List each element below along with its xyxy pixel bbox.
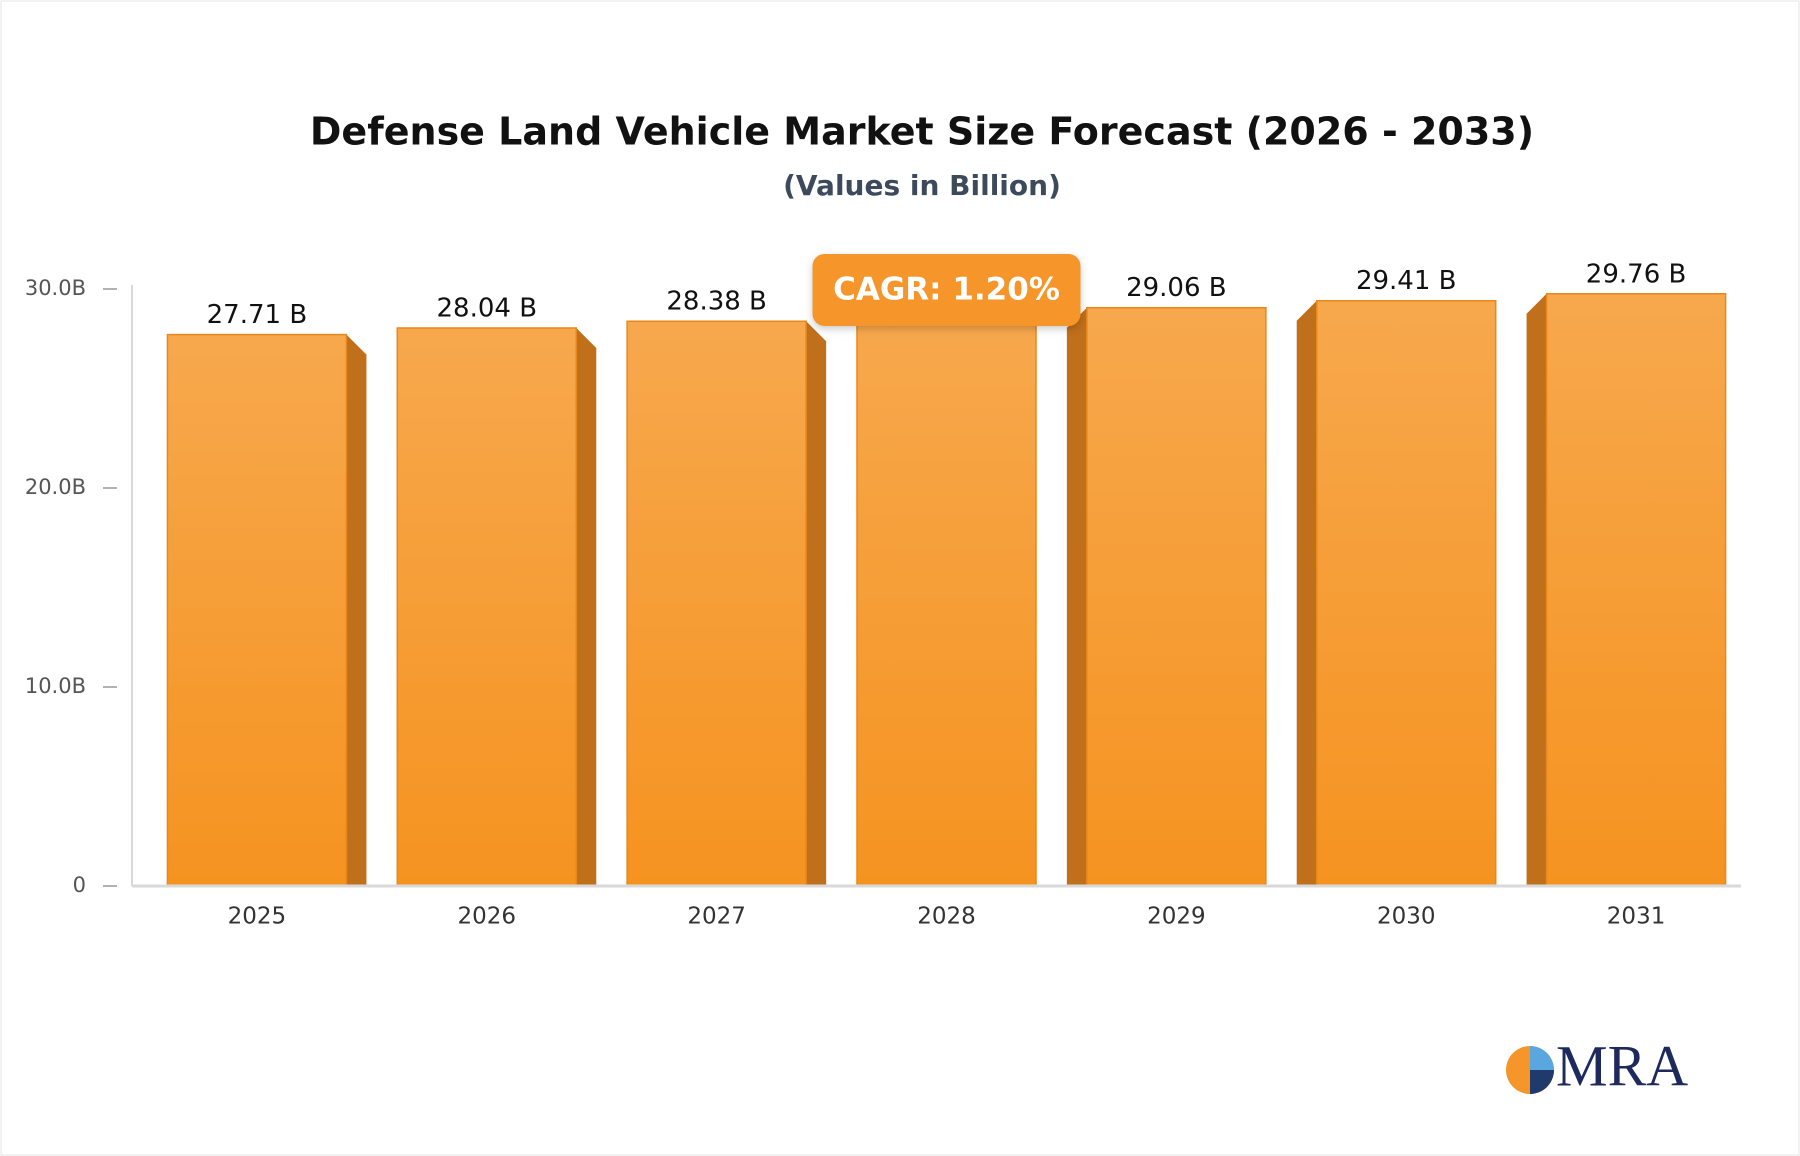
x-tick-label: 2029 (1147, 904, 1206, 930)
bar-side (1296, 300, 1317, 887)
logo-icon-part (1530, 1070, 1554, 1094)
x-tick-label: 2030 (1377, 904, 1436, 930)
value-label: 28.04 B (437, 294, 538, 324)
y-tick-label: 10.0B (25, 674, 86, 698)
value-label: 27.71 B (207, 300, 308, 330)
x-tick-label: 2026 (458, 904, 517, 930)
x-tick-label: 2025 (228, 904, 287, 930)
bar-side (806, 321, 827, 886)
value-label: 28.38 B (666, 287, 767, 317)
bar (1315, 299, 1497, 887)
bar-side (1526, 293, 1547, 886)
x-tick-label: 2028 (917, 904, 976, 930)
chart-title: Defense Land Vehicle Market Size Forecas… (310, 110, 1534, 154)
bar (166, 333, 348, 887)
annotation: CAGR: 1.20% (833, 272, 1060, 308)
bar (856, 313, 1037, 887)
y-tick-label: 30.0B (25, 276, 86, 300)
x-tick-label: 2031 (1607, 904, 1666, 930)
bar-side (1066, 307, 1087, 886)
y-tick-label: 0 (73, 873, 86, 897)
x-tick-label: 2027 (687, 904, 746, 930)
value-label: 29.76 B (1586, 259, 1687, 289)
bar (1086, 306, 1267, 887)
bar-side (576, 328, 597, 886)
value-label: 29.41 B (1356, 266, 1457, 296)
value-label: 29.06 B (1126, 273, 1227, 303)
bar (396, 327, 578, 887)
bar (1545, 293, 1727, 887)
bar (626, 320, 807, 887)
y-tick-label: 20.0B (25, 475, 86, 499)
annotation-box (812, 254, 1081, 326)
logo-text: MRA (1556, 1033, 1688, 1098)
bar-side (346, 334, 367, 886)
chart-subtitle: (Values in Billion) (783, 169, 1061, 202)
logo-icon-part (1530, 1046, 1554, 1070)
logo: MRA (1506, 1033, 1688, 1098)
